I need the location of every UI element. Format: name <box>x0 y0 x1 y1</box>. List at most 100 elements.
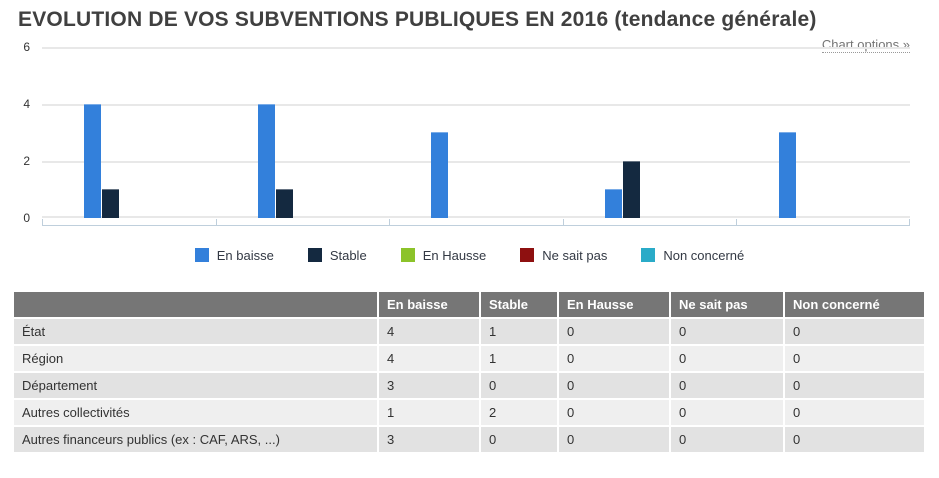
bar-slot <box>84 104 102 218</box>
legend-item: En Hausse <box>400 247 487 263</box>
x-tick <box>215 219 217 225</box>
row-value: 3 <box>378 426 481 454</box>
bar-slot <box>257 104 275 218</box>
table-row: Autres collectivités 1 2 0 0 0 <box>14 399 926 427</box>
chart-legend: En baisse Stable En Hausse Ne sait pas Non c… <box>0 246 939 264</box>
bar-slot <box>778 132 796 218</box>
legend-label: Non concerné <box>663 247 745 263</box>
row-value: 0 <box>670 318 785 346</box>
page-title: EVOLUTION DE VOS SUBVENTIONS PUBLIQUES E… <box>18 8 817 31</box>
legend-label: En Hausse <box>422 247 487 263</box>
row-value: 4 <box>378 345 481 373</box>
y-tick-label: 2 <box>23 154 30 168</box>
legend-swatch-non-concerné <box>641 248 656 262</box>
bar-group <box>736 47 910 218</box>
bar-en-baisse <box>778 132 796 218</box>
row-label: Autres collectivités <box>14 399 379 427</box>
y-tick-label: 4 <box>23 97 30 111</box>
bar-en-baisse <box>257 104 275 218</box>
table-body: État 4 1 0 0 0 Région 4 1 0 0 0 Département 3 0 0 0 0 Autr… <box>14 318 926 454</box>
legend-label: En baisse <box>216 247 274 263</box>
y-tick-label: 6 <box>23 40 30 54</box>
row-value: 0 <box>784 345 926 373</box>
row-label: État <box>14 318 379 346</box>
bar-group <box>216 47 390 218</box>
legend-swatch-ne-sait-pas <box>520 248 535 262</box>
row-value: 0 <box>558 426 671 454</box>
row-value: 0 <box>784 372 926 400</box>
bar-stable <box>275 189 293 218</box>
table-row: État 4 1 0 0 0 <box>14 318 926 346</box>
x-tick <box>736 219 738 225</box>
row-value: 0 <box>784 318 926 346</box>
x-axis <box>42 219 910 226</box>
gridline <box>42 216 910 218</box>
row-value: 3 <box>378 372 481 400</box>
legend-swatch-en-hausse <box>400 248 415 262</box>
row-value: 0 <box>558 399 671 427</box>
x-tick <box>909 219 910 225</box>
row-value: 0 <box>558 372 671 400</box>
row-value: 0 <box>670 426 785 454</box>
row-value: 0 <box>784 399 926 427</box>
legend-swatch-stable <box>307 248 322 262</box>
results-table: En baisse Stable En Hausse Ne sait pas Non c… <box>14 292 926 454</box>
legend-label: Ne sait pas <box>542 247 608 263</box>
legend-item: Stable <box>307 247 367 263</box>
row-value: 2 <box>480 399 559 427</box>
legend-item: Non concerné <box>641 248 744 263</box>
bar-slot <box>431 132 449 218</box>
row-value: 0 <box>480 426 559 454</box>
bar-en-baisse <box>431 132 449 218</box>
legend-label: Stable <box>329 247 367 263</box>
row-value: 0 <box>784 426 926 454</box>
table-row: Département 3 0 0 0 0 <box>14 372 926 400</box>
bar-slot <box>102 189 120 218</box>
y-axis: 0 2 4 6 <box>0 40 34 225</box>
bar-en-baisse <box>605 189 623 218</box>
row-value: 0 <box>558 345 671 373</box>
bar-slot <box>623 161 641 218</box>
bar-en-baisse <box>84 104 102 218</box>
row-value: 0 <box>558 318 671 346</box>
bar-group <box>563 47 737 218</box>
bar-groups <box>42 47 910 218</box>
bar-stable <box>102 189 120 218</box>
bar-slot <box>605 189 623 218</box>
row-value: 0 <box>670 372 785 400</box>
row-value: 1 <box>480 345 559 373</box>
row-value: 0 <box>670 345 785 373</box>
row-value: 1 <box>480 318 559 346</box>
x-tick <box>389 219 391 225</box>
bar-group <box>389 47 563 218</box>
table-header-cell <box>14 292 379 319</box>
table-header-row: En baisse Stable En Hausse Ne sait pas Non c… <box>14 292 926 319</box>
gridline <box>42 161 910 163</box>
bar-slot <box>275 189 293 218</box>
row-value: 1 <box>378 399 481 427</box>
row-value: 0 <box>670 399 785 427</box>
table-header-cell: En baisse <box>378 292 481 319</box>
gridline <box>42 47 910 49</box>
x-tick <box>42 219 43 225</box>
legend-item: En baisse <box>194 247 274 263</box>
bar-chart: 0 2 4 6 <box>0 38 939 244</box>
gridline <box>42 104 910 106</box>
row-label: Département <box>14 372 379 400</box>
table-row: Région 4 1 0 0 0 <box>14 345 926 373</box>
bar-stable <box>623 161 641 218</box>
row-value: 0 <box>480 372 559 400</box>
legend-item: Ne sait pas <box>520 248 607 263</box>
table-header-cell: Non concerné <box>784 292 926 319</box>
x-tick <box>562 219 564 225</box>
row-value: 4 <box>378 318 481 346</box>
row-label: Région <box>14 345 379 373</box>
table-header-cell: Stable <box>480 292 559 319</box>
bar-group <box>42 47 216 218</box>
table-header-cell: Ne sait pas <box>670 292 785 319</box>
row-label: Autres financeurs publics (ex : CAF, ARS… <box>14 426 379 454</box>
y-tick-label: 0 <box>23 211 30 225</box>
legend-swatch-en-baisse <box>194 248 209 262</box>
table-header-cell: En Hausse <box>558 292 671 319</box>
plot-area <box>42 47 910 218</box>
